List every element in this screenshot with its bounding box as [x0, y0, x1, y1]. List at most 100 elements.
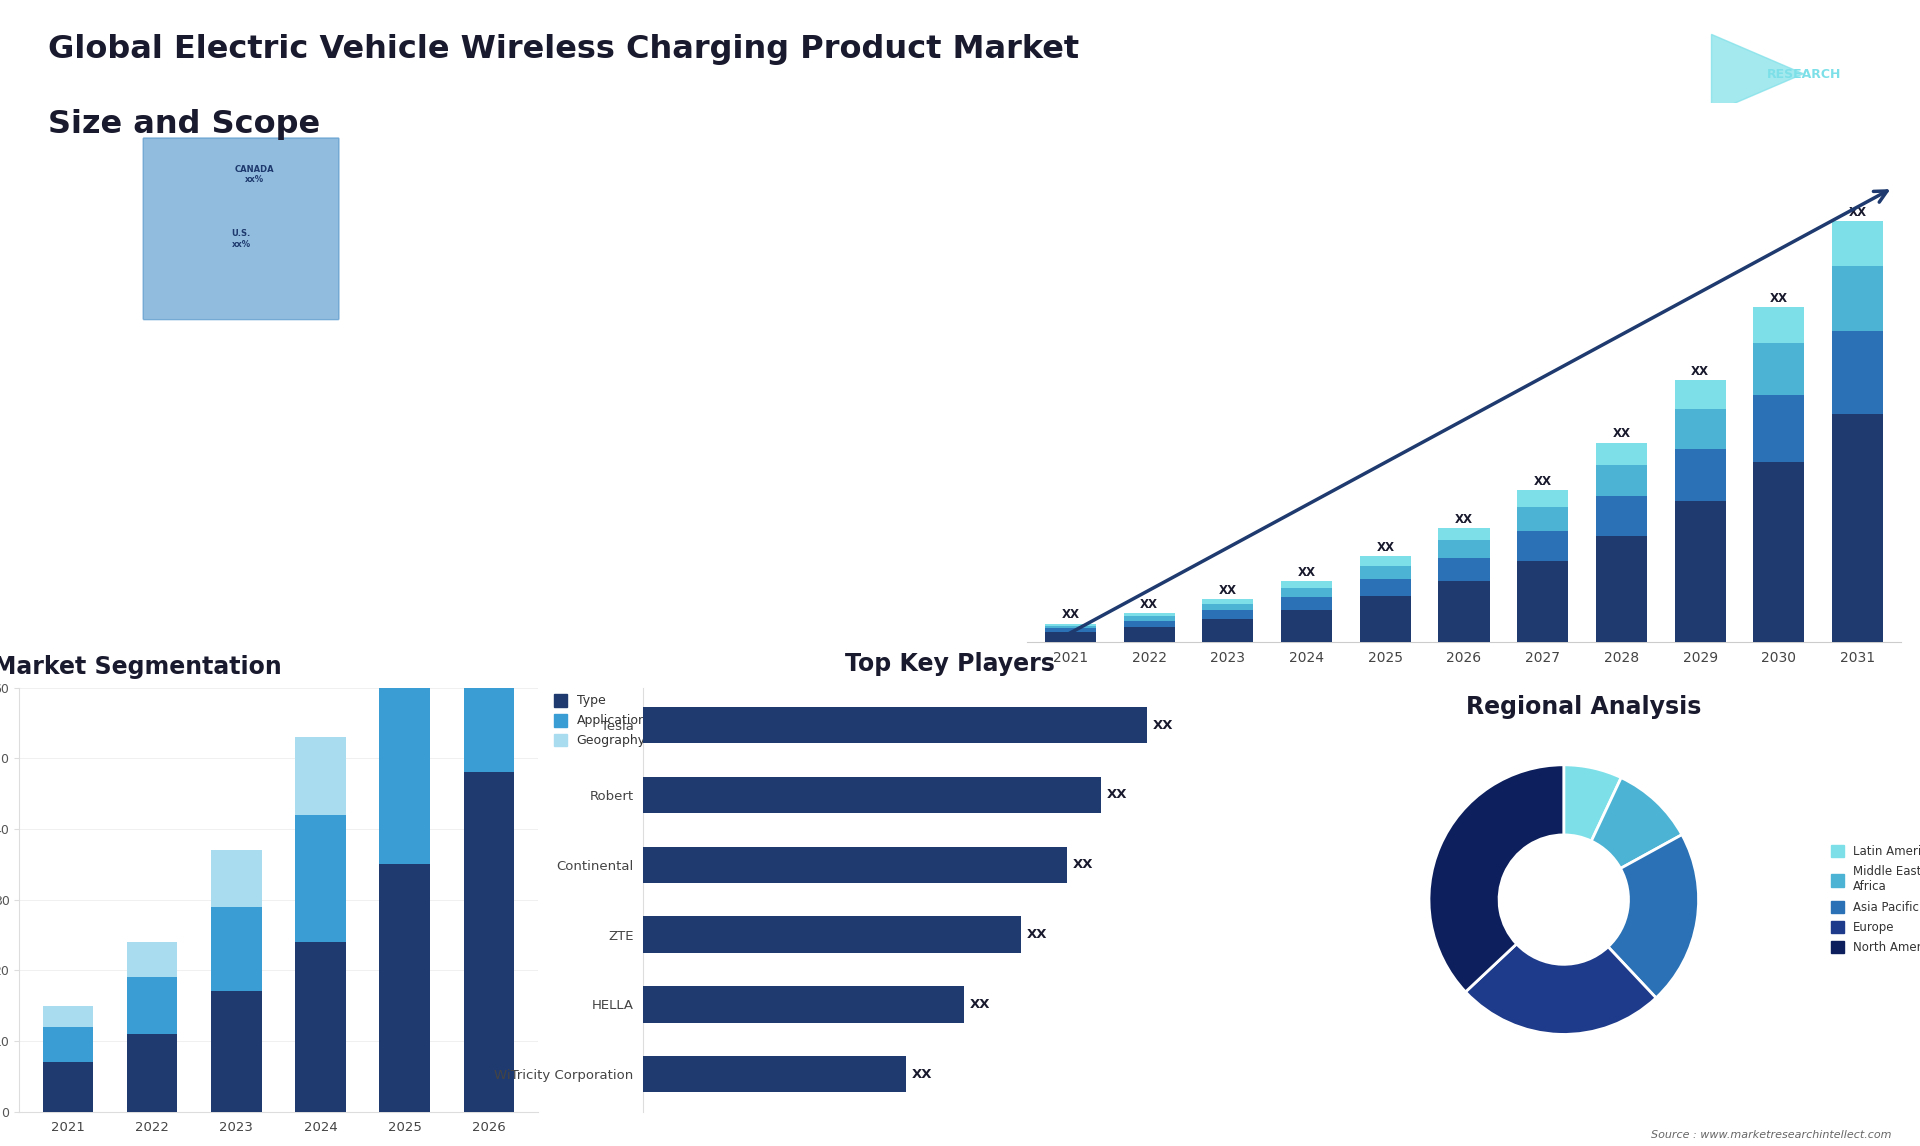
Bar — [1044, 633, 1096, 642]
Bar — [1281, 597, 1332, 610]
Bar — [643, 917, 1021, 952]
Bar — [42, 1027, 94, 1062]
Bar — [1044, 626, 1096, 628]
Wedge shape — [1428, 764, 1563, 992]
Bar — [643, 1055, 906, 1092]
Bar — [1202, 599, 1254, 604]
Bar — [42, 1062, 94, 1112]
Bar — [42, 1006, 94, 1027]
Bar — [1674, 502, 1726, 642]
Text: RESEARCH: RESEARCH — [1766, 68, 1841, 81]
Text: XX: XX — [1106, 788, 1127, 801]
Bar — [1438, 558, 1490, 581]
Bar — [1596, 535, 1647, 642]
Bar — [211, 850, 261, 906]
Bar — [127, 942, 177, 978]
Text: Size and Scope: Size and Scope — [48, 109, 321, 140]
Bar — [1044, 623, 1096, 626]
Bar — [1281, 610, 1332, 642]
Bar — [1359, 557, 1411, 566]
Text: INTELLECT: INTELLECT — [1766, 102, 1830, 112]
Text: U.S.
xx%: U.S. xx% — [232, 229, 252, 249]
Text: XX: XX — [912, 1068, 933, 1081]
Title: Regional Analysis: Regional Analysis — [1467, 696, 1701, 720]
Bar — [1044, 628, 1096, 633]
Bar — [1123, 627, 1175, 642]
Text: XX: XX — [1140, 598, 1158, 611]
Bar — [296, 815, 346, 942]
Bar — [1359, 596, 1411, 642]
Bar — [1753, 462, 1805, 642]
Bar — [1123, 613, 1175, 617]
Bar — [1517, 508, 1569, 531]
Bar — [1753, 343, 1805, 395]
Bar — [1674, 449, 1726, 502]
Text: XX: XX — [1062, 609, 1079, 621]
Text: XX: XX — [1770, 292, 1788, 305]
Bar — [1438, 581, 1490, 642]
Bar — [1832, 331, 1884, 415]
Text: XX: XX — [1377, 541, 1394, 555]
Text: XX: XX — [1073, 858, 1092, 871]
Wedge shape — [1609, 834, 1699, 998]
Bar — [211, 906, 261, 991]
Bar — [1517, 562, 1569, 642]
Text: Source : www.marketresearchintellect.com: Source : www.marketresearchintellect.com — [1651, 1130, 1891, 1140]
Legend: Type, Application, Geography: Type, Application, Geography — [555, 693, 647, 747]
Bar — [1832, 221, 1884, 266]
Text: XX: XX — [1613, 427, 1630, 440]
Bar — [1596, 496, 1647, 535]
Bar — [380, 567, 430, 681]
Text: XX: XX — [1152, 719, 1173, 731]
Bar — [380, 864, 430, 1112]
Bar — [1438, 541, 1490, 558]
Text: MARKET: MARKET — [1766, 36, 1826, 48]
Legend: Latin America, Middle East &
Africa, Asia Pacific, Europe, North America: Latin America, Middle East & Africa, Asi… — [1830, 846, 1920, 953]
Bar — [1438, 528, 1490, 541]
Bar — [643, 777, 1100, 813]
Bar — [1202, 604, 1254, 611]
Text: Global Electric Vehicle Wireless Charging Product Market: Global Electric Vehicle Wireless Chargin… — [48, 34, 1079, 65]
FancyBboxPatch shape — [144, 138, 340, 320]
Text: XX: XX — [1692, 364, 1709, 378]
Bar — [1123, 621, 1175, 627]
Bar — [1202, 619, 1254, 642]
Bar — [211, 991, 261, 1112]
Bar — [1281, 581, 1332, 588]
Bar — [643, 847, 1068, 882]
Bar — [296, 942, 346, 1112]
Text: XX: XX — [1534, 474, 1551, 488]
Bar — [1517, 531, 1569, 562]
Bar — [1281, 588, 1332, 597]
Bar — [127, 1034, 177, 1112]
Bar — [1832, 415, 1884, 642]
Bar — [1596, 464, 1647, 496]
Bar — [1674, 409, 1726, 449]
Title: Top Key Players: Top Key Players — [845, 652, 1056, 676]
Bar — [1753, 307, 1805, 343]
Text: XX: XX — [1849, 205, 1866, 219]
Bar — [1596, 442, 1647, 464]
Text: XX: XX — [1027, 928, 1046, 941]
Bar — [463, 518, 515, 772]
Bar — [1832, 266, 1884, 331]
Bar — [1517, 490, 1569, 508]
Bar — [1674, 380, 1726, 409]
Bar — [1753, 395, 1805, 462]
Text: XX: XX — [970, 998, 991, 1011]
Bar — [1359, 566, 1411, 579]
Bar — [127, 978, 177, 1034]
Text: Market Segmentation: Market Segmentation — [0, 654, 282, 678]
Bar — [1123, 617, 1175, 621]
Polygon shape — [1711, 34, 1803, 113]
Bar — [1202, 611, 1254, 619]
Bar — [380, 681, 430, 864]
Wedge shape — [1563, 764, 1620, 841]
Text: XX: XX — [1219, 583, 1236, 597]
Polygon shape — [1649, 34, 1747, 113]
Bar — [296, 737, 346, 815]
Bar — [643, 707, 1146, 744]
Bar — [1359, 579, 1411, 596]
Wedge shape — [1592, 778, 1682, 869]
Bar — [463, 362, 515, 518]
